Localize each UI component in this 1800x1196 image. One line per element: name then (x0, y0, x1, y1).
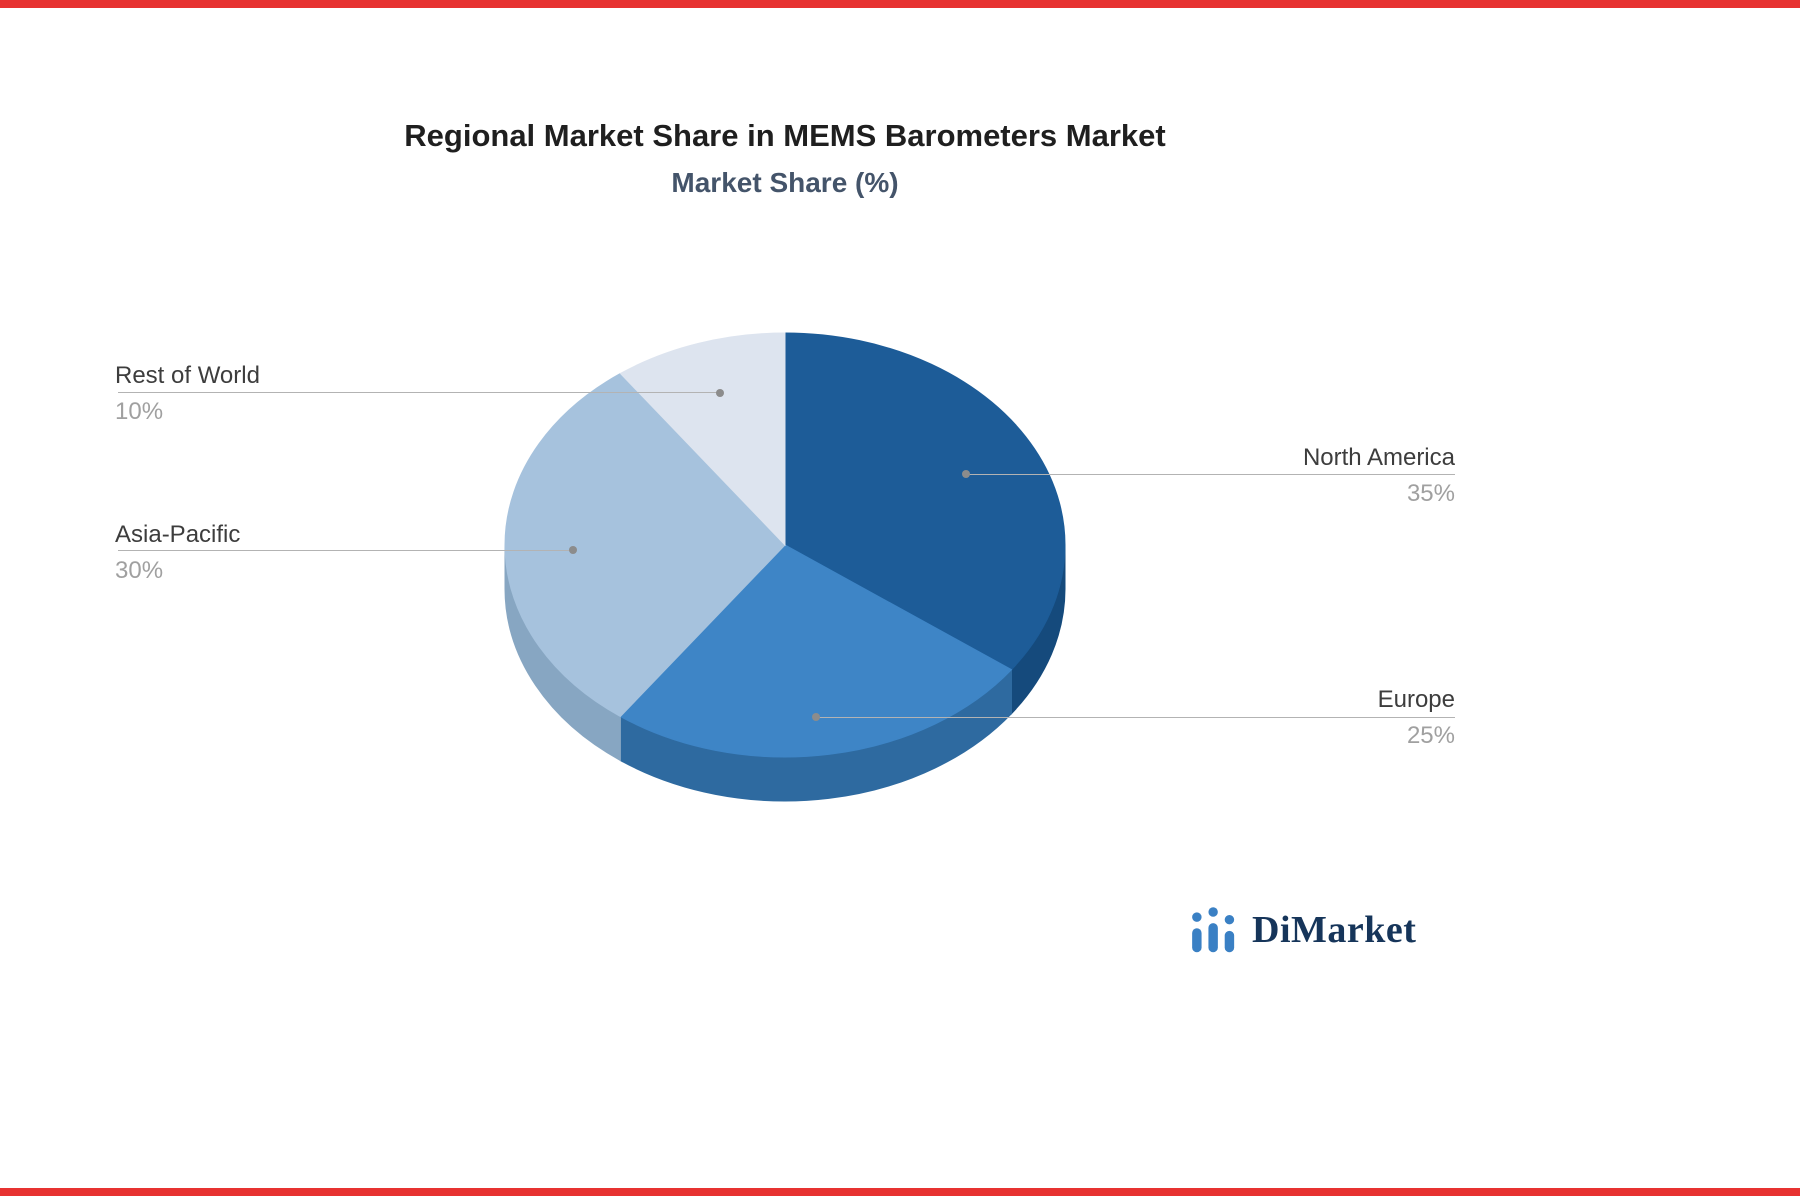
slice-label-rest-of-world: Rest of World (115, 362, 260, 389)
slice-label-europe: Europe (1377, 686, 1455, 713)
brand-name: DiMarket (1252, 909, 1417, 951)
bar-chart-logo-icon (1192, 907, 1235, 953)
leader-dot-europe (812, 713, 820, 721)
callout-north-america: North America 35% (1303, 444, 1455, 508)
slice-value-europe: 25% (1406, 722, 1455, 749)
leader-dot-rest-of-world (716, 389, 724, 397)
slice-label-asia-pacific: Asia-Pacific (115, 521, 241, 548)
pie-slice-north-america (784, 332, 1066, 671)
top-accent-bar (0, 0, 1800, 8)
slice-value-north-america: 35% (1406, 480, 1455, 507)
chart-subtitle: Market Share (%) (671, 167, 899, 198)
leader-line-rest-of-world (118, 392, 722, 393)
slice-value-rest-of-world: 10% (115, 398, 164, 425)
chart-title: Regional Market Share in MEMS Barometers… (404, 118, 1166, 153)
pie-slice-asia-pacific (504, 372, 786, 718)
slice-value-asia-pacific: 30% (115, 557, 164, 584)
callout-europe: Europe 25% (1378, 686, 1455, 750)
callout-asia-pacific: Asia-Pacific 30% (115, 521, 240, 585)
pie-slice-rest-of-world (619, 332, 786, 547)
brand-logo: DiMarket (1188, 906, 1416, 954)
slice-label-north-america: North America (1302, 444, 1455, 471)
leader-line-europe (818, 717, 1455, 718)
leader-dot-north-america (962, 470, 970, 478)
pie-slice-europe (619, 544, 1013, 758)
bottom-accent-bar (0, 1188, 1800, 1196)
leader-line-north-america (968, 474, 1455, 475)
callout-rest-of-world: Rest of World 10% (115, 362, 260, 426)
leader-line-asia-pacific (118, 550, 575, 551)
leader-dot-asia-pacific (569, 546, 577, 554)
